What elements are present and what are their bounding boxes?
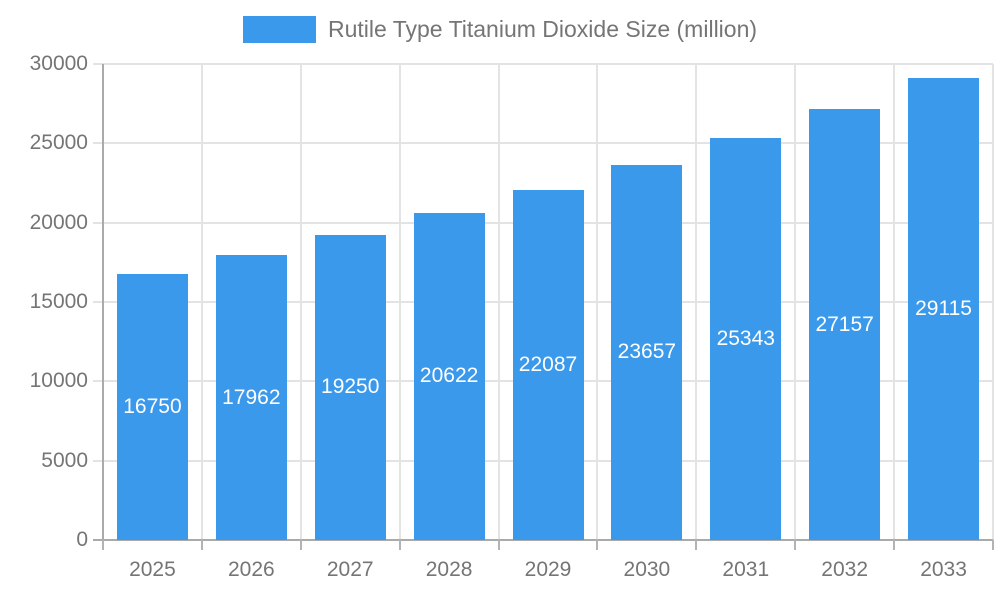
x-gridline: [992, 64, 994, 540]
legend-label: Rutile Type Titanium Dioxide Size (milli…: [327, 16, 758, 42]
bar[interactable]: [215, 255, 287, 540]
x-gridline: [596, 64, 599, 540]
x-gridline: [893, 64, 896, 540]
y-tick-label: 25000: [29, 131, 88, 155]
x-gridline: [794, 64, 797, 540]
y-tick-label: 30000: [29, 52, 88, 75]
x-tick-label: 2028: [425, 558, 473, 581]
bar-value-label: 29115: [915, 297, 972, 321]
x-tick-label: 2025: [129, 558, 176, 581]
x-axis-line: [93, 539, 993, 541]
x-gridline: [695, 64, 698, 540]
x-axis-tick: [200, 540, 203, 550]
x-tick-label: 2032: [821, 558, 869, 581]
x-gridline: [497, 64, 500, 540]
y-axis-line: [102, 64, 104, 540]
bar[interactable]: [908, 78, 980, 540]
x-axis-tick: [102, 540, 104, 550]
bar[interactable]: [413, 212, 485, 540]
bar-value-label: 17962: [222, 385, 281, 409]
x-axis-tick: [695, 540, 698, 550]
bar-value-label: 16750: [123, 395, 182, 419]
bar[interactable]: [116, 274, 188, 540]
bar-value-label: 22087: [518, 352, 578, 376]
chart-legend[interactable]: Rutile Type Titanium Dioxide Size (milli…: [0, 16, 1000, 43]
x-gridline: [299, 64, 302, 540]
bar-value-label: 27157: [815, 312, 874, 336]
x-tick-label: 2031: [722, 558, 770, 581]
bar-value-label: 19250: [321, 375, 380, 399]
x-tick-label: 2030: [623, 558, 671, 581]
bar[interactable]: [314, 234, 386, 540]
bar[interactable]: [611, 164, 683, 540]
x-gridline: [200, 64, 203, 540]
x-tick-label: 2029: [524, 558, 572, 581]
y-tick-label: 0: [76, 528, 88, 551]
x-tick-label: 2027: [326, 558, 374, 581]
x-axis-tick: [398, 540, 401, 550]
bar[interactable]: [512, 189, 584, 540]
bar-value-label: 20622: [419, 364, 479, 388]
legend-swatch: [242, 16, 316, 43]
y-tick-label: 20000: [29, 210, 88, 234]
bar-value-label: 25343: [716, 326, 775, 350]
x-axis-tick: [893, 540, 896, 550]
x-axis-tick: [992, 540, 994, 550]
y-gridline: [93, 63, 993, 65]
x-axis-tick: [794, 540, 797, 550]
x-axis-tick: [299, 540, 302, 550]
y-gridline: [93, 142, 993, 145]
bar[interactable]: [710, 137, 782, 540]
x-tick-label: 2033: [920, 558, 967, 581]
x-axis-tick: [596, 540, 599, 550]
x-gridline: [398, 64, 401, 540]
y-tick-label: 10000: [29, 369, 88, 393]
x-axis-tick: [497, 540, 500, 550]
bar[interactable]: [809, 109, 881, 540]
y-tick-label: 5000: [41, 448, 88, 472]
y-tick-label: 15000: [29, 290, 88, 313]
x-tick-label: 2026: [227, 558, 275, 581]
bar-value-label: 23657: [617, 340, 677, 364]
